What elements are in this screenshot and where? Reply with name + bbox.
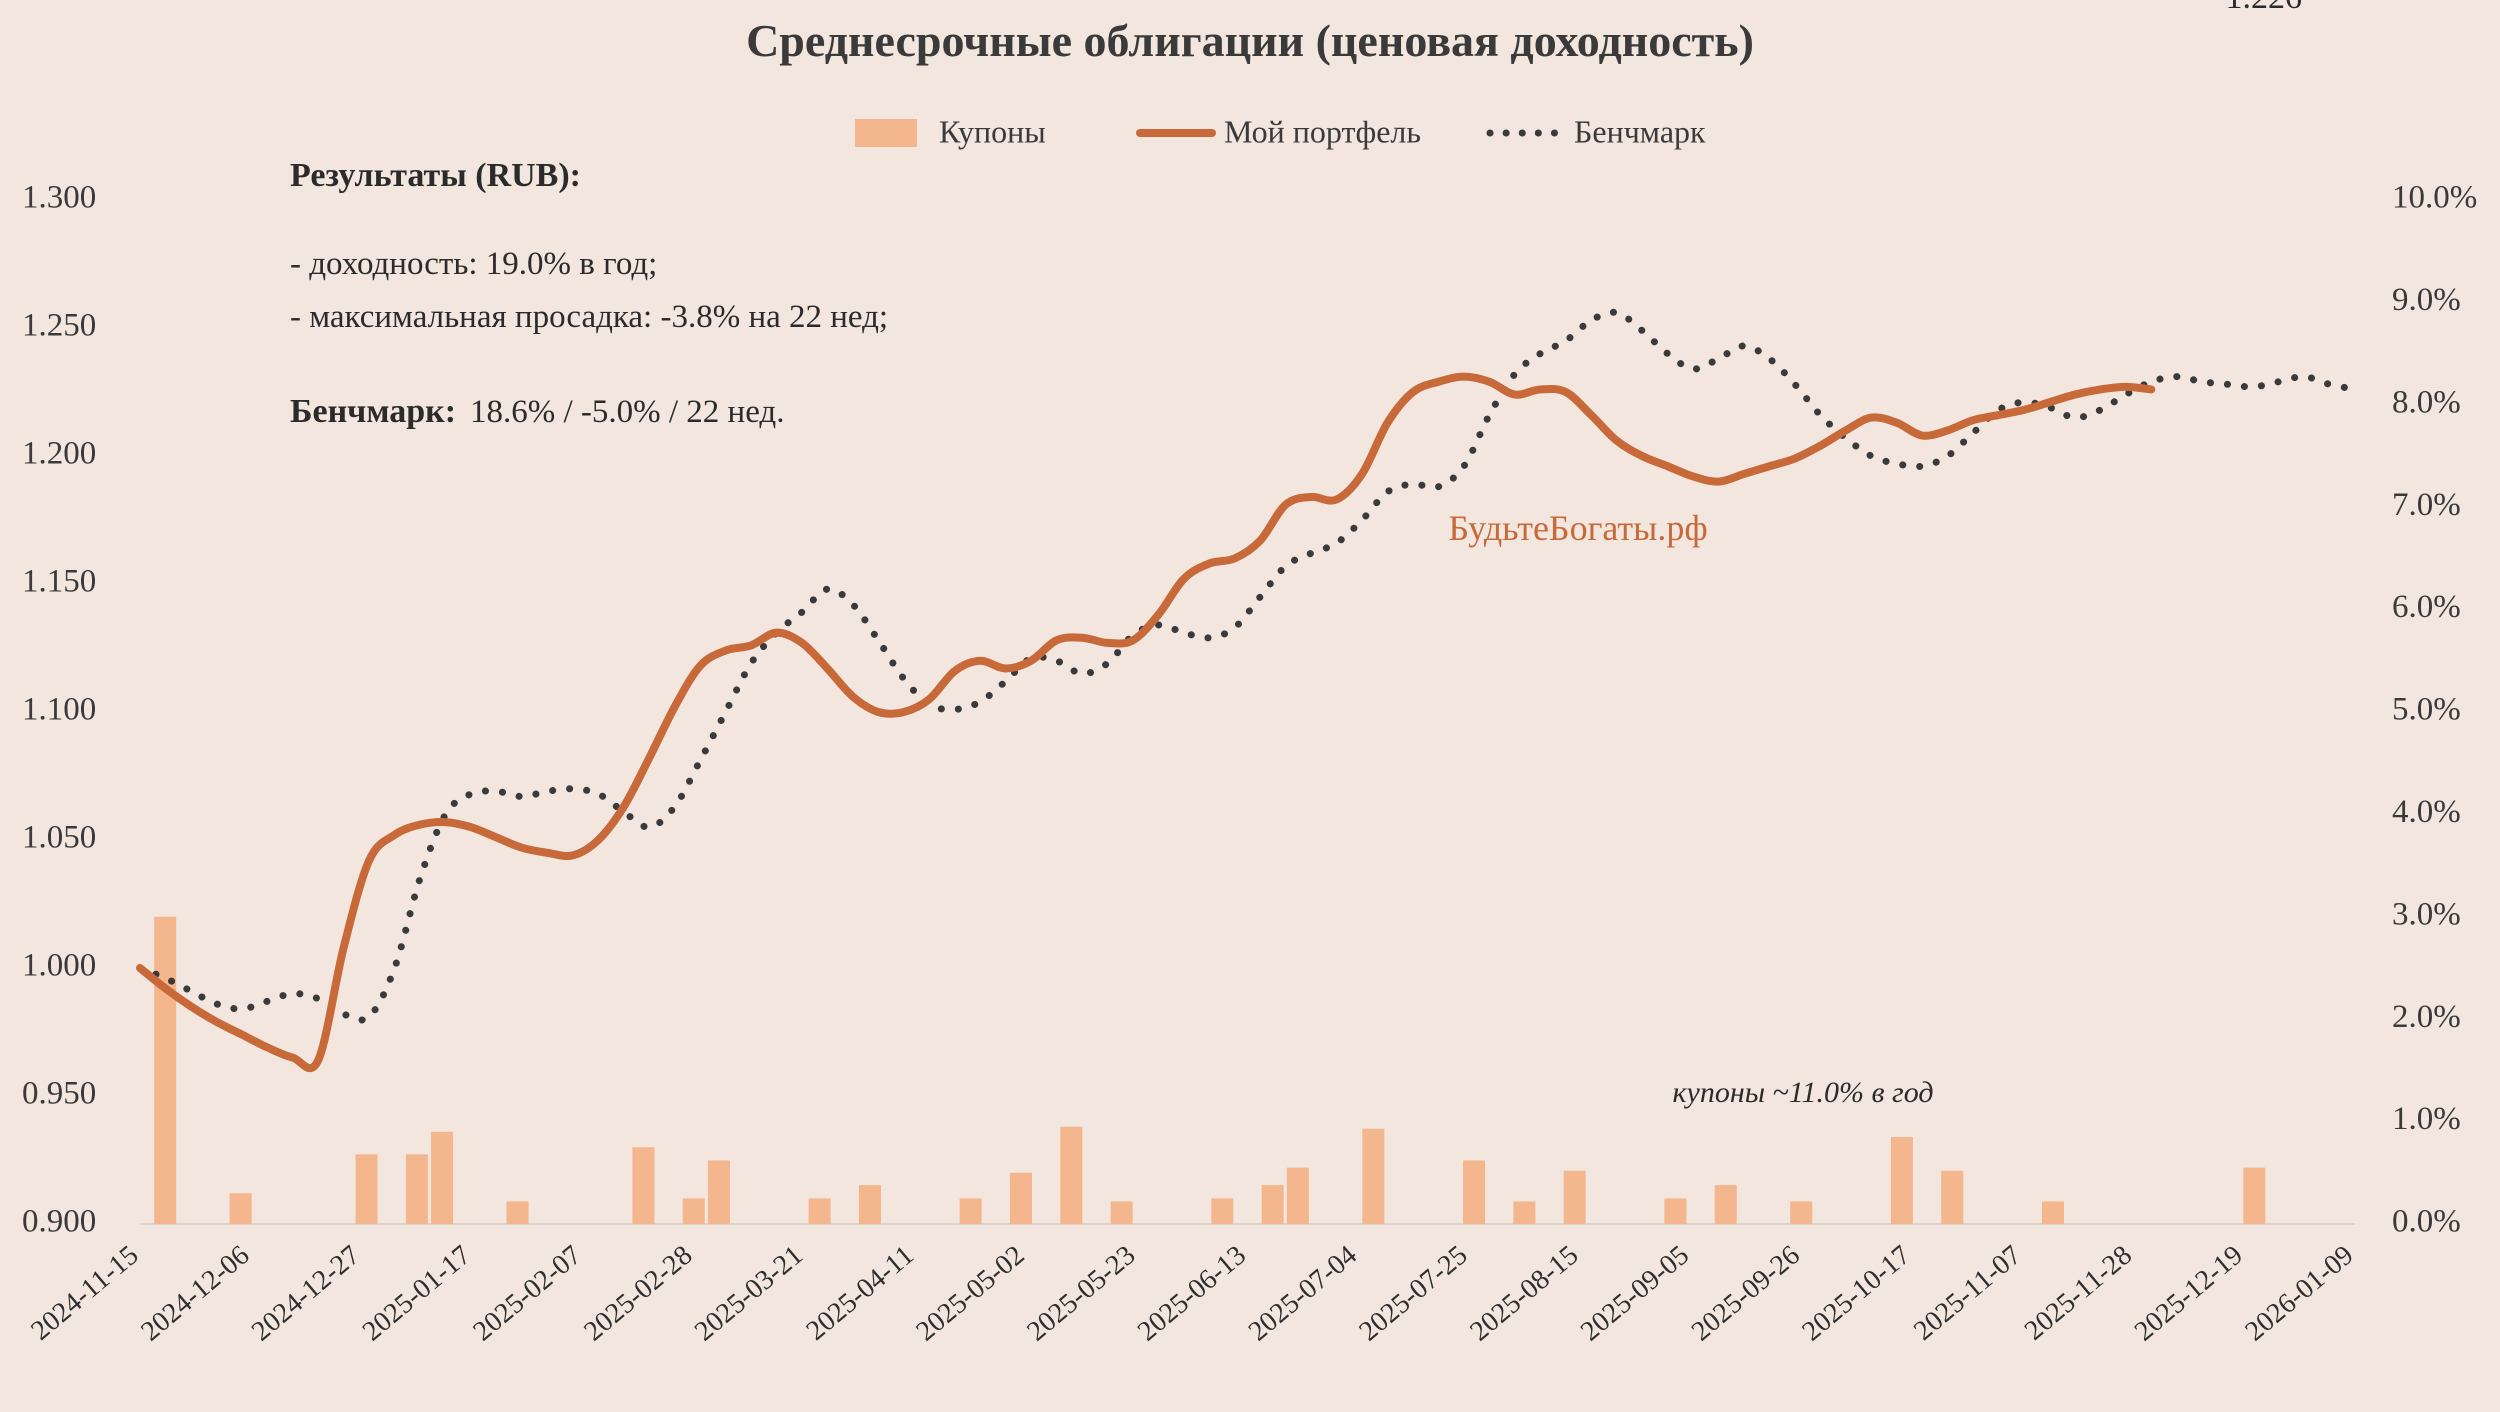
coupon-bar [1060,1126,1083,1224]
left-axis-tick: 1.300 [22,180,96,216]
legend-item: Купоны [855,113,1046,149]
chart-legend: Купоны Мой портфель Бенчмарк [855,113,1706,149]
coupon-bar [1563,1170,1586,1224]
right-axis-tick: 2.0% [2392,999,2461,1035]
left-axis-tick: 1.100 [22,692,96,728]
right-axis-tick: 8.0% [2392,384,2461,420]
results-annotation: Результаты (RUB): - доходность: 19.0% в … [290,157,888,430]
right-axis-tick: 0.0% [2392,1204,2461,1240]
annotation-drawdown-line: - максимальная просадка: -3.8% на 22 нед… [290,299,888,335]
page-title: Среднесрочные облигации (ценовая доходно… [746,15,1754,66]
coupon-bar [959,1198,982,1224]
coupon-bar [1110,1201,1133,1224]
coupon-bar [858,1185,881,1224]
coupon-bar [1286,1167,1309,1224]
left-axis-tick: 0.900 [22,1204,96,1240]
portfolio-line [136,372,2156,1072]
coupon-bar [2243,1167,2266,1224]
right-axis-tick: 5.0% [2392,692,2461,728]
left-axis-tick: 1.050 [22,820,96,856]
left-axis-tick: 1.250 [22,308,96,344]
coupon-bar [1009,1172,1032,1224]
legend-item: Бенчмарк [1486,113,1706,149]
right-axis-tick: 6.0% [2392,589,2461,625]
watermark-label: БудьтеБогаты.рф [1448,508,1707,548]
right-axis-tick: 3.0% [2392,896,2461,932]
legend-item-label: Купоны [939,113,1046,149]
coupon-bar [1211,1198,1234,1224]
coupon-bar [707,1160,730,1224]
annotation-benchmark-key: Бенчмарк: [290,393,456,430]
coupon-bar [1790,1201,1813,1224]
coupon-bars [154,916,2266,1224]
left-axis-tick: 1.200 [22,436,96,472]
coupon-bar [405,1154,428,1224]
coupon-bar [355,1154,378,1224]
coupon-bar [1890,1136,1913,1224]
coupon-bar [506,1201,529,1224]
coupon-bar [1362,1128,1385,1224]
end-value-callout: 1.226 [2226,0,2303,16]
coupon-bar [808,1198,831,1224]
coupon-bar [1261,1185,1284,1224]
left-axis-tick: 0.950 [22,1076,96,1112]
coupon-bar [2041,1201,2064,1224]
coupon-bar [1941,1170,1964,1224]
right-axis-tick: 1.0% [2392,1101,2461,1137]
coupon-bar [1664,1198,1687,1224]
coupon-rate-note: купоны ~11.0% в год [1672,1076,1933,1109]
legend-item: Мой портфель [1136,113,1421,149]
end-value-label: 1.226 [2226,0,2303,16]
annotation-heading: Результаты (RUB): [290,157,581,194]
right-axis-tick: 7.0% [2392,487,2461,523]
left-axis-tick: 1.000 [22,948,96,984]
annotation-benchmark-value: 18.6% / -5.0% / 22 нед. [470,394,784,430]
right-axis-tick: 4.0% [2392,794,2461,830]
coupon-bar [682,1198,705,1224]
left-axis-tick: 1.150 [22,564,96,600]
annotation-return-line: - доходность: 19.0% в год; [290,246,657,282]
left-value-axis: 0.900 0.950 1.000 1.050 1.100 1.150 1.200 1.250… [22,180,96,1240]
coupon-bar [1513,1201,1536,1224]
coupon-bar [1714,1185,1737,1224]
legend-item-label: Бенчмарк [1574,113,1706,149]
coupon-bar [431,1131,454,1224]
coupon-bar [229,1193,252,1224]
legend-item-label: Мой портфель [1224,113,1421,149]
right-axis-tick: 9.0% [2392,282,2461,318]
benchmark-line [136,308,2359,1024]
right-percent-axis: 0.0% 1.0% 2.0% 3.0% 4.0% 5.0% 6.0% 7.0% 8.0% 9.0%… [2392,180,2477,1240]
legend-swatch-icon [855,119,917,147]
plot-area [136,308,2359,1225]
coupon-bar [632,1147,655,1224]
coupon-bar [154,916,177,1224]
right-axis-tick: 10.0% [2392,180,2477,216]
coupon-bar [1463,1160,1486,1224]
